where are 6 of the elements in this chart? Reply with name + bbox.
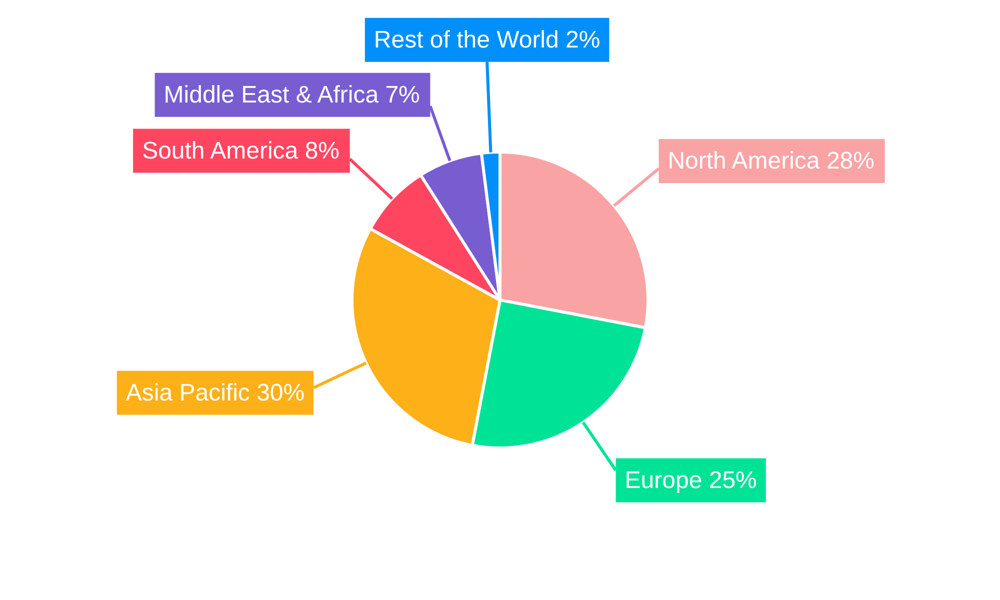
slice-label: Middle East & Africa 7%: [164, 81, 420, 108]
slice-label: South America 8%: [142, 137, 340, 164]
slice-label: North America 28%: [668, 148, 874, 175]
slice-label: Europe 25%: [624, 466, 757, 494]
slice-label: Rest of the World 2%: [374, 26, 600, 54]
slice-label: Asia Pacific 30%: [126, 379, 305, 406]
